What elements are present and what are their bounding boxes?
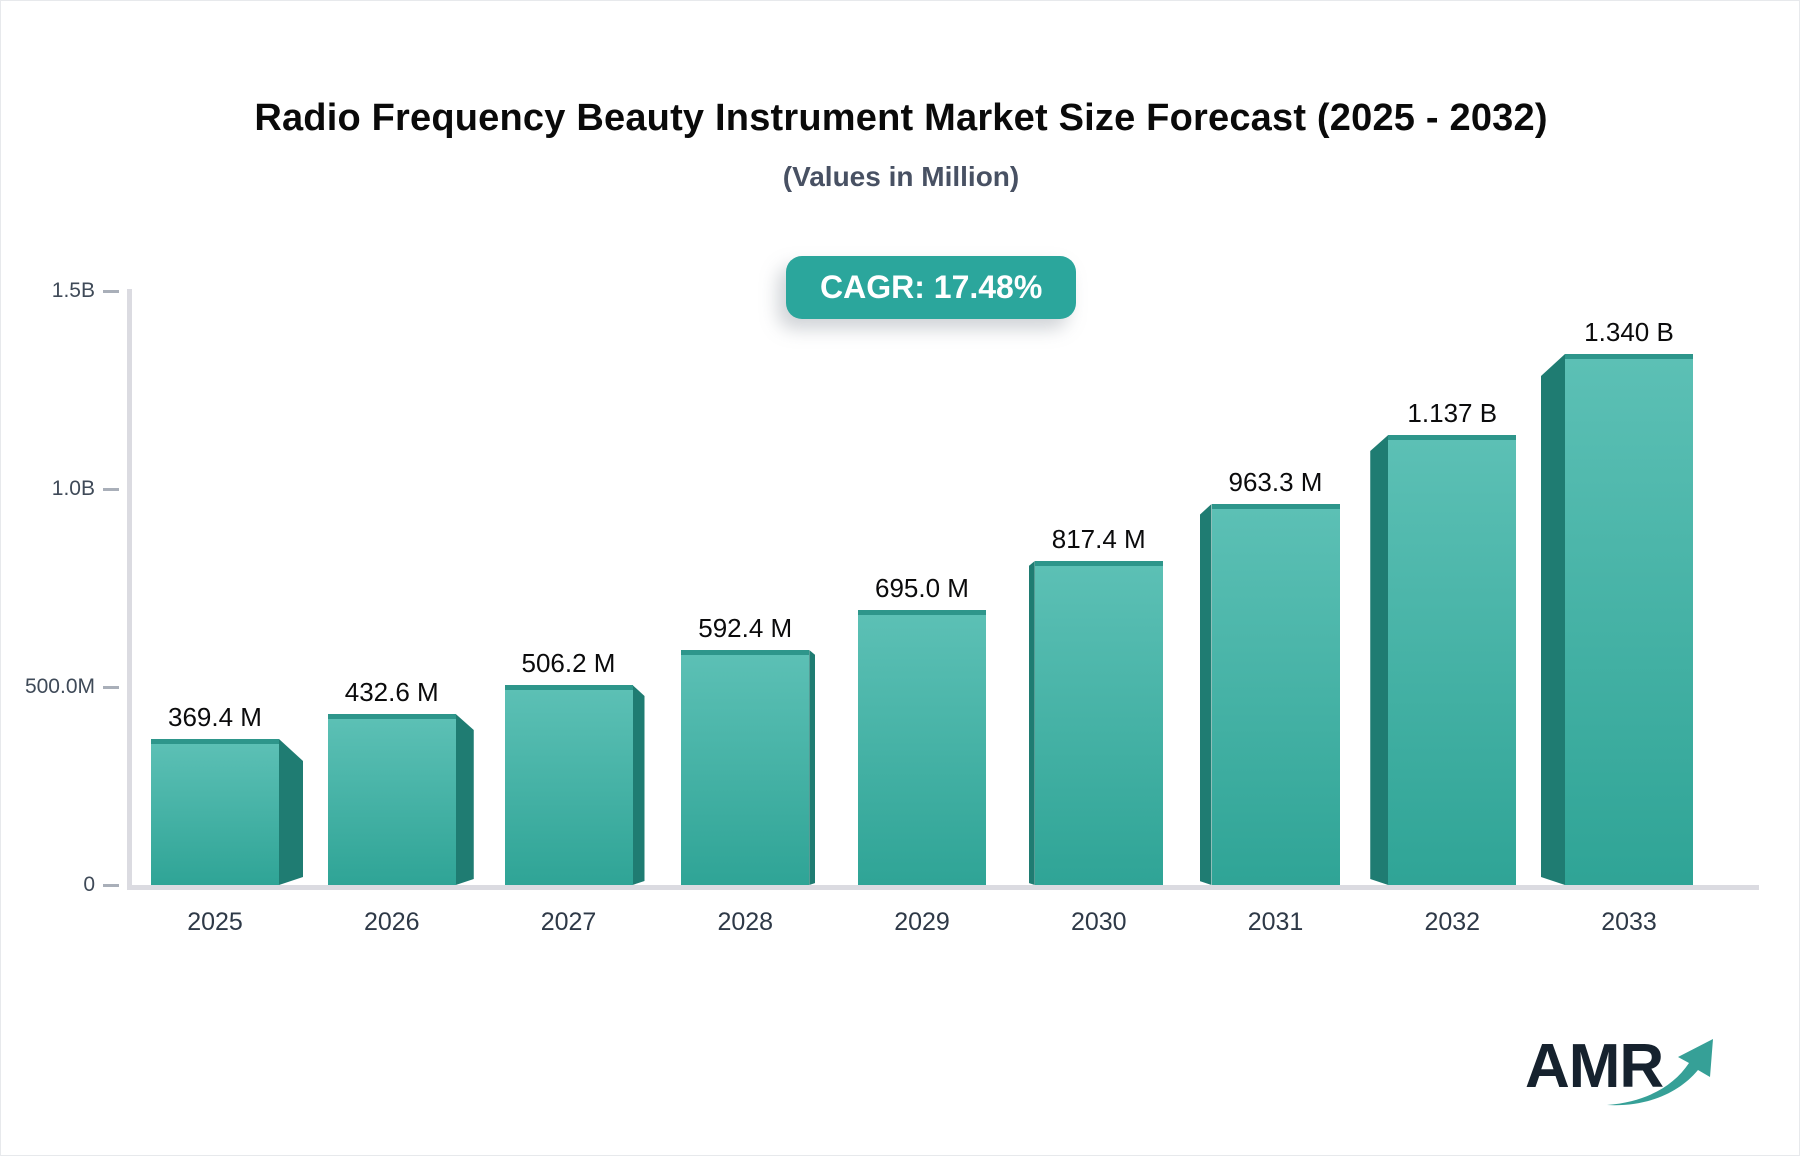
bar-3d-side-face <box>1370 435 1388 885</box>
chart-title: Radio Frequency Beauty Instrument Market… <box>254 97 1548 139</box>
bar-3d-side-face <box>456 714 474 885</box>
y-axis-tick-label: 1.0B <box>51 477 95 500</box>
y-axis-tick-mark <box>103 488 119 491</box>
bar-3d-side-face <box>1029 561 1035 885</box>
chart-subtitle: (Values in Million) <box>782 161 1020 192</box>
x-axis-line <box>127 885 1759 890</box>
bar <box>1388 435 1517 885</box>
y-axis-tick-mark <box>103 290 119 293</box>
bar-value-label: 1.137 B <box>1407 398 1498 428</box>
growth-arrow-icon <box>1607 1039 1713 1106</box>
x-axis-category-label: 2030 <box>1070 908 1127 936</box>
x-axis-category-label: 2032 <box>1424 908 1481 936</box>
bar-value-label: 963.3 M <box>1228 467 1323 497</box>
bar-value-label: 1.340 B <box>1584 317 1674 347</box>
y-axis-line <box>127 289 132 890</box>
bar <box>1565 354 1693 885</box>
y-axis-tick-mark <box>103 686 119 689</box>
x-axis-category-label: 2025 <box>187 908 243 936</box>
cagr-badge: CAGR: 17.48% <box>786 256 1077 319</box>
bar-3d-side-face <box>1200 504 1212 885</box>
bar-3d-side-face <box>1541 354 1565 885</box>
bar-value-label: 817.4 M <box>1051 524 1146 554</box>
bar <box>681 650 810 885</box>
bar <box>858 610 986 885</box>
x-axis-category-label: 2031 <box>1247 908 1304 936</box>
bar <box>327 714 456 885</box>
x-axis-category-label: 2029 <box>894 908 950 936</box>
y-axis-tick-mark <box>103 884 119 887</box>
x-axis-category-label: 2028 <box>717 908 774 936</box>
y-axis-tick-label: 1.5B <box>51 279 95 302</box>
bar-value-label: 369.4 M <box>168 702 262 732</box>
bar-3d-side-face <box>633 685 645 885</box>
bar <box>151 739 279 885</box>
x-axis-category-label: 2026 <box>363 908 420 936</box>
bar-value-label: 506.2 M <box>521 648 616 678</box>
bar <box>1034 561 1163 885</box>
bar-3d-side-face <box>809 650 815 885</box>
bar-value-label: 432.6 M <box>344 677 439 707</box>
bar-value-label: 695.0 M <box>875 573 969 603</box>
y-axis-tick-label: 500.0M <box>24 675 95 698</box>
y-axis-tick-label: 0 <box>83 873 95 896</box>
bar <box>1211 504 1340 885</box>
amr-logo-text: AMR <box>1525 1032 1664 1101</box>
x-axis-category-label: 2033 <box>1601 908 1657 936</box>
x-axis-category-label: 2027 <box>540 908 597 936</box>
bar-value-label: 592.4 M <box>698 613 793 643</box>
bar-3d-side-face <box>279 739 303 885</box>
amr-logo: AMR <box>1525 1031 1725 1121</box>
bar <box>504 685 633 885</box>
